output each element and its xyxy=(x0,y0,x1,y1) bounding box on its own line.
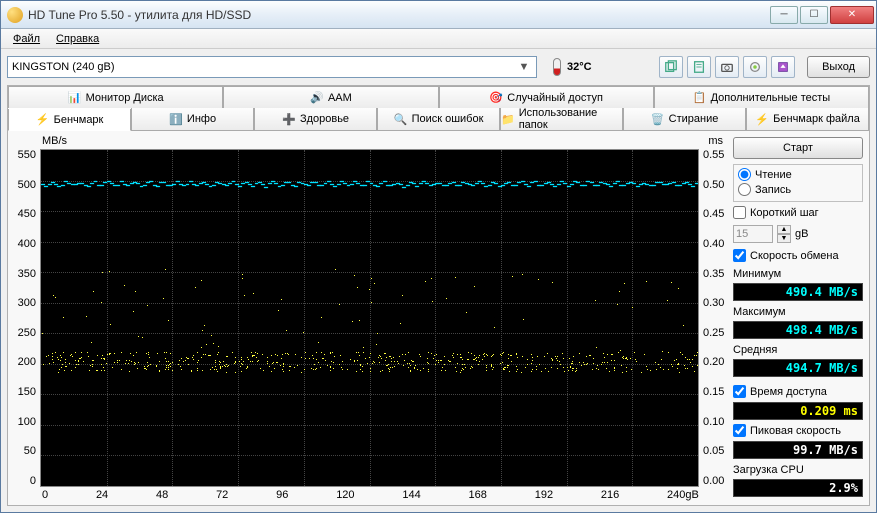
start-button[interactable]: Старт xyxy=(733,137,863,159)
menubar: Файл Справка xyxy=(1,29,876,49)
right-axis: 0.550.500.450.400.350.300.250.200.150.10… xyxy=(699,149,727,487)
y-axis: 550500450400350300250200150100500 xyxy=(14,149,40,487)
tab-extra-tests[interactable]: 📋Дополнительные тесты xyxy=(654,86,869,108)
tests-icon: 📋 xyxy=(693,91,707,105)
exit-button[interactable]: Выход xyxy=(807,56,870,78)
window-title: HD Tune Pro 5.50 - утилита для HD/SSD xyxy=(28,8,770,22)
short-stroke-input[interactable] xyxy=(733,225,773,243)
write-radio[interactable] xyxy=(738,183,751,196)
spin-down[interactable]: ▼ xyxy=(777,234,791,243)
max-value: 498.4 MB/s xyxy=(733,321,863,339)
menu-help[interactable]: Справка xyxy=(48,31,107,47)
copy-text-button[interactable] xyxy=(687,56,711,78)
tab-info[interactable]: ℹ️Инфо xyxy=(131,108,254,130)
app-window: HD Tune Pro 5.50 - утилита для HD/SSD ─ … xyxy=(0,0,877,513)
burst-value: 99.7 MB/s xyxy=(733,441,863,459)
screenshot-button[interactable] xyxy=(715,56,739,78)
cpu-value: 2.9% xyxy=(733,479,863,497)
tabs-container: 📊Монитор Диска 🔊AAM 🎯Случайный доступ 📋Д… xyxy=(7,85,870,506)
save-button[interactable] xyxy=(771,56,795,78)
settings-button[interactable] xyxy=(743,56,767,78)
chevron-down-icon: ▼ xyxy=(516,61,532,73)
min-label: Минимум xyxy=(733,268,863,280)
tab-file-benchmark[interactable]: ⚡Бенчмарк файла xyxy=(746,108,869,130)
toolbar: KINGSTON (240 gB) ▼ 32°C Выход xyxy=(7,53,870,81)
tab-disk-monitor[interactable]: 📊Монитор Диска xyxy=(8,86,223,108)
y-axis-unit: MB/s xyxy=(42,135,67,147)
tab-error-scan[interactable]: 🔍Поиск ошибок xyxy=(377,108,500,130)
avg-label: Средняя xyxy=(733,344,863,356)
info-icon: ℹ️ xyxy=(169,112,183,126)
benchmark-icon: ⚡ xyxy=(36,113,50,127)
cpu-label: Загрузка CPU xyxy=(733,464,863,476)
tab-aam[interactable]: 🔊AAM xyxy=(223,86,438,108)
spin-up[interactable]: ▲ xyxy=(777,225,791,234)
read-radio[interactable] xyxy=(738,168,751,181)
chart-canvas xyxy=(40,149,699,487)
short-stroke-check[interactable] xyxy=(733,206,746,219)
avg-value: 494.7 MB/s xyxy=(733,359,863,377)
temperature-value: 32°C xyxy=(567,61,592,73)
erase-icon: 🗑️ xyxy=(651,112,665,126)
tab-random-access[interactable]: 🎯Случайный доступ xyxy=(439,86,654,108)
health-icon: ➕ xyxy=(282,112,296,126)
monitor-icon: 📊 xyxy=(68,91,82,105)
burst-rate-check[interactable] xyxy=(733,424,746,437)
temperature-display: 32°C xyxy=(553,58,592,76)
access-value: 0.209 ms xyxy=(733,402,863,420)
tab-benchmark[interactable]: ⚡Бенчмарк xyxy=(8,109,131,131)
menu-file[interactable]: Файл xyxy=(5,31,48,47)
titlebar[interactable]: HD Tune Pro 5.50 - утилита для HD/SSD ─ … xyxy=(1,1,876,29)
maximize-button[interactable]: ☐ xyxy=(800,6,828,24)
speaker-icon: 🔊 xyxy=(310,91,324,105)
x-axis: 024487296120144168192216240gB xyxy=(14,487,727,501)
drive-select[interactable]: KINGSTON (240 gB) ▼ xyxy=(7,56,537,78)
close-button[interactable]: ✕ xyxy=(830,6,874,24)
folder-icon: 📁 xyxy=(501,112,515,126)
minimize-button[interactable]: ─ xyxy=(770,6,798,24)
access-time-check[interactable] xyxy=(733,385,746,398)
tab-health[interactable]: ➕Здоровье xyxy=(254,108,377,130)
max-label: Максимум xyxy=(733,306,863,318)
tabs-row-2: ⚡Бенчмарк ℹ️Инфо ➕Здоровье 🔍Поиск ошибок… xyxy=(8,108,869,130)
thermometer-icon xyxy=(553,58,561,76)
content-area: KINGSTON (240 gB) ▼ 32°C Выход 📊Монитор … xyxy=(1,49,876,512)
min-value: 490.4 MB/s xyxy=(733,283,863,301)
file-benchmark-icon: ⚡ xyxy=(755,112,769,126)
search-icon: 🔍 xyxy=(394,112,408,126)
toolbar-icons xyxy=(659,56,795,78)
tabs-row-1: 📊Монитор Диска 🔊AAM 🎯Случайный доступ 📋Д… xyxy=(8,86,869,108)
chart-area: MB/s ms 55050045040035030025020015010050… xyxy=(14,135,727,501)
drive-select-value: KINGSTON (240 gB) xyxy=(12,61,516,73)
r-axis-unit: ms xyxy=(708,135,723,147)
benchmark-panel: MB/s ms 55050045040035030025020015010050… xyxy=(8,130,869,505)
random-icon: 🎯 xyxy=(489,91,503,105)
copy-info-button[interactable] xyxy=(659,56,683,78)
side-panel: Старт Чтение Запись Короткий шаг ▲▼ gB С… xyxy=(733,135,863,501)
tab-folder-usage[interactable]: 📁Использование папок xyxy=(500,108,623,130)
app-icon xyxy=(7,7,23,23)
transfer-rate-check[interactable] xyxy=(733,249,746,262)
tab-erase[interactable]: 🗑️Стирание xyxy=(623,108,746,130)
